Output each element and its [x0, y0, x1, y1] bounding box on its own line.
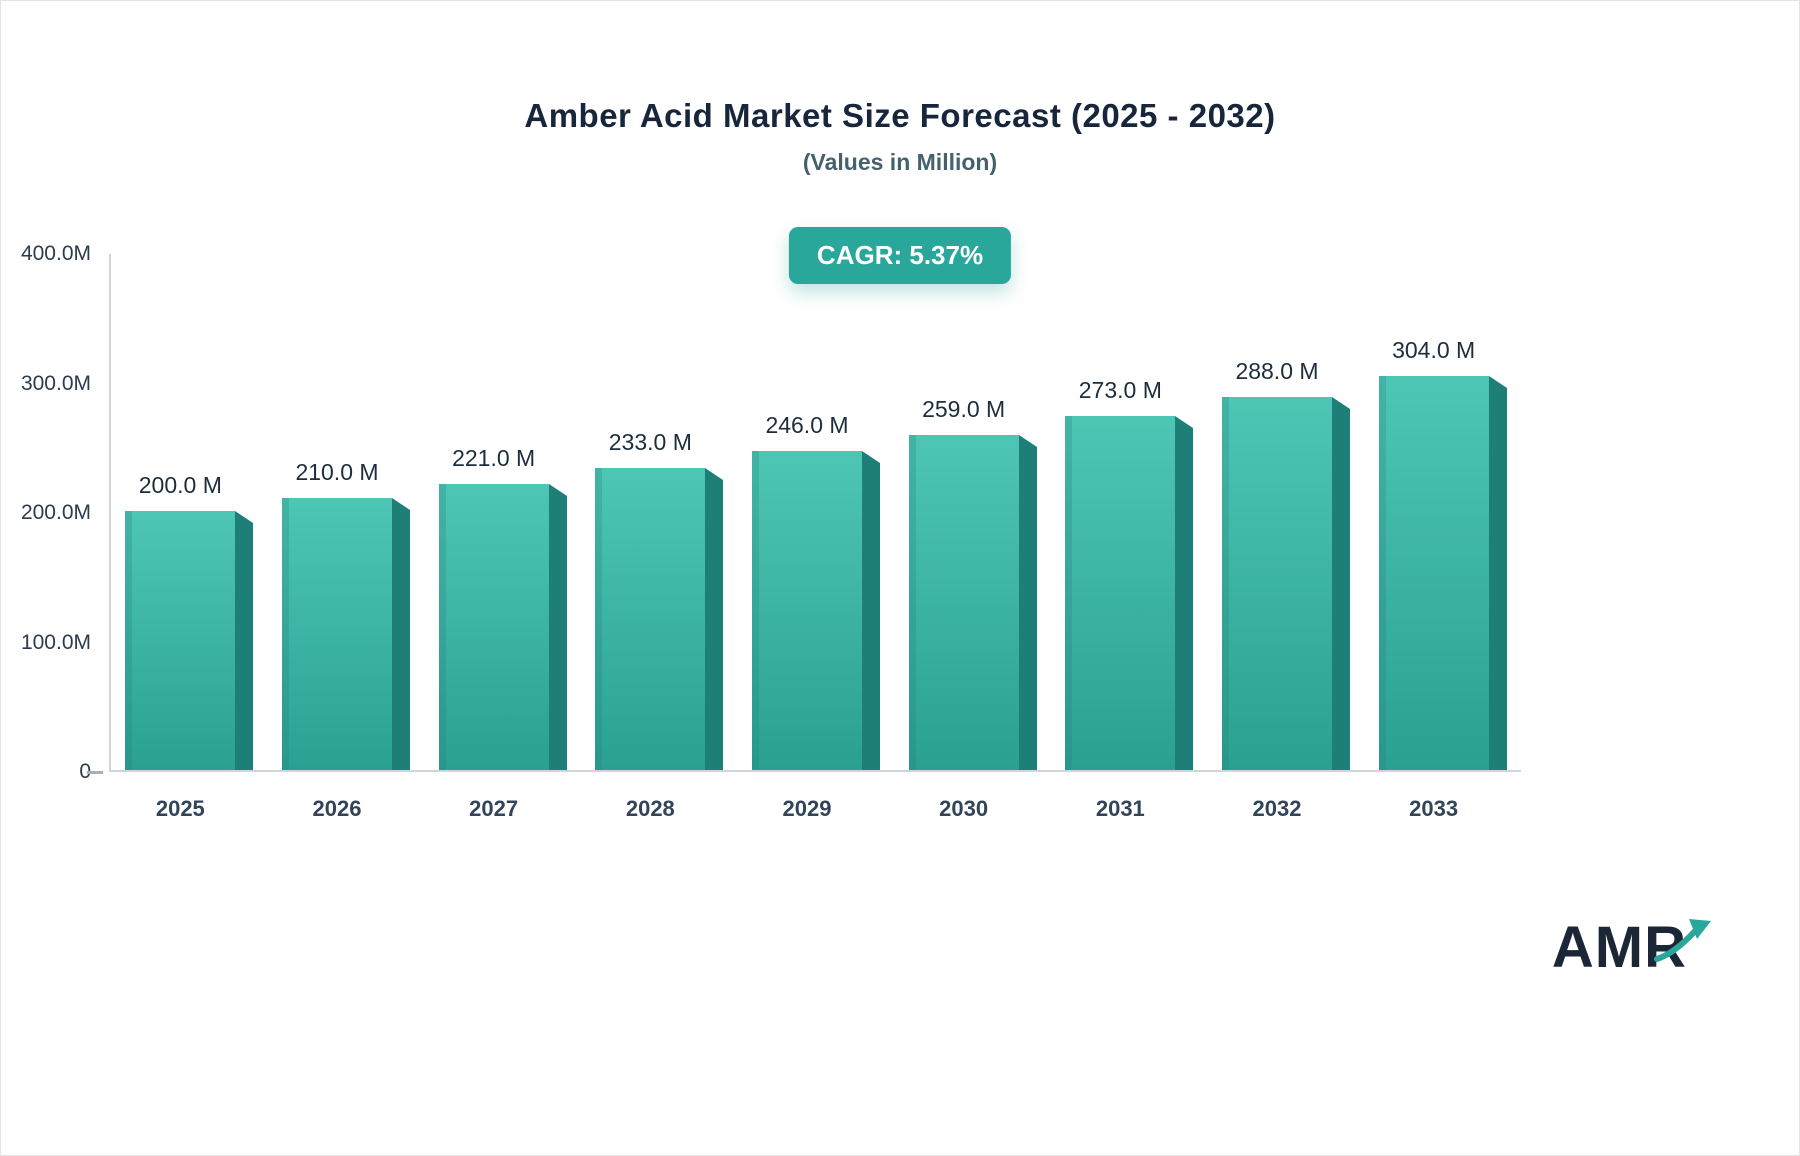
- bar-group: 304.0 M 2033: [1378, 254, 1507, 821]
- bar-value-label: 210.0 M: [295, 459, 379, 485]
- chart-subtitle: (Values in Million): [802, 149, 998, 175]
- x-axis-label: 2030: [939, 796, 989, 821]
- bar-group: 233.0 M 2028: [595, 254, 724, 821]
- bar: [595, 468, 724, 770]
- bar: [282, 498, 410, 770]
- bar-value-label: 200.0 M: [138, 472, 222, 498]
- amr-logo: AMR: [1552, 919, 1711, 977]
- x-axis-label: 2029: [782, 796, 832, 821]
- bar: [1222, 397, 1350, 770]
- bar-group: 259.0 M 2030: [908, 254, 1037, 821]
- y-axis-tick-label: 400.0M: [20, 242, 91, 265]
- bar: [1378, 376, 1507, 770]
- growth-arrow-icon: [1654, 919, 1711, 962]
- bar: [1065, 416, 1194, 770]
- x-axis-label: 2032: [1252, 796, 1302, 821]
- bar-value-label: 304.0 M: [1392, 337, 1476, 363]
- y-axis-tick-label: 0: [79, 760, 91, 783]
- bar-value-label: 259.0 M: [922, 396, 1006, 422]
- zero-tick-mark: [87, 771, 103, 774]
- bar-value-label: 273.0 M: [1078, 377, 1162, 403]
- x-axis-label: 2026: [312, 796, 362, 821]
- bar: [438, 484, 567, 770]
- y-axis-tick-label: 200.0M: [20, 501, 91, 524]
- x-axis-label: 2028: [625, 796, 675, 821]
- plot-area: 400.0M 300.0M 200.0M 100.0M 0 200.0 M 2025 210.…: [21, 242, 1521, 821]
- cagr-badge: CAGR: 5.37%: [788, 227, 1012, 284]
- amr-logo-text: AMR: [1551, 915, 1687, 980]
- x-axis-label: 2027: [469, 796, 519, 821]
- bar-group: 288.0 M 2032: [1222, 254, 1350, 821]
- bar-group: 246.0 M 2029: [752, 254, 880, 821]
- x-axis-label: 2033: [1409, 796, 1459, 821]
- bar-value-label: 288.0 M: [1235, 358, 1319, 384]
- bar-value-label: 246.0 M: [765, 412, 849, 438]
- bar-value-label: 233.0 M: [608, 429, 692, 455]
- chart-title: Amber Acid Market Size Forecast (2025 - …: [524, 97, 1276, 134]
- bar: [908, 435, 1037, 770]
- bar: [752, 451, 880, 770]
- y-axis-tick-label: 100.0M: [20, 630, 91, 654]
- bar-group: 200.0 M 2025: [125, 254, 254, 821]
- y-axis-tick-label: 300.0M: [20, 371, 91, 395]
- x-axis-label: 2031: [1095, 796, 1145, 821]
- x-axis-label: 2025: [155, 796, 205, 821]
- bar-group: 210.0 M 2026: [282, 254, 410, 821]
- bar-value-label: 221.0 M: [452, 445, 536, 471]
- bar: [125, 511, 254, 770]
- bar-group: 221.0 M 2027: [438, 254, 567, 821]
- cagr-label: CAGR: 5.37%: [816, 240, 984, 270]
- bar-group: 273.0 M 2031: [1065, 254, 1194, 821]
